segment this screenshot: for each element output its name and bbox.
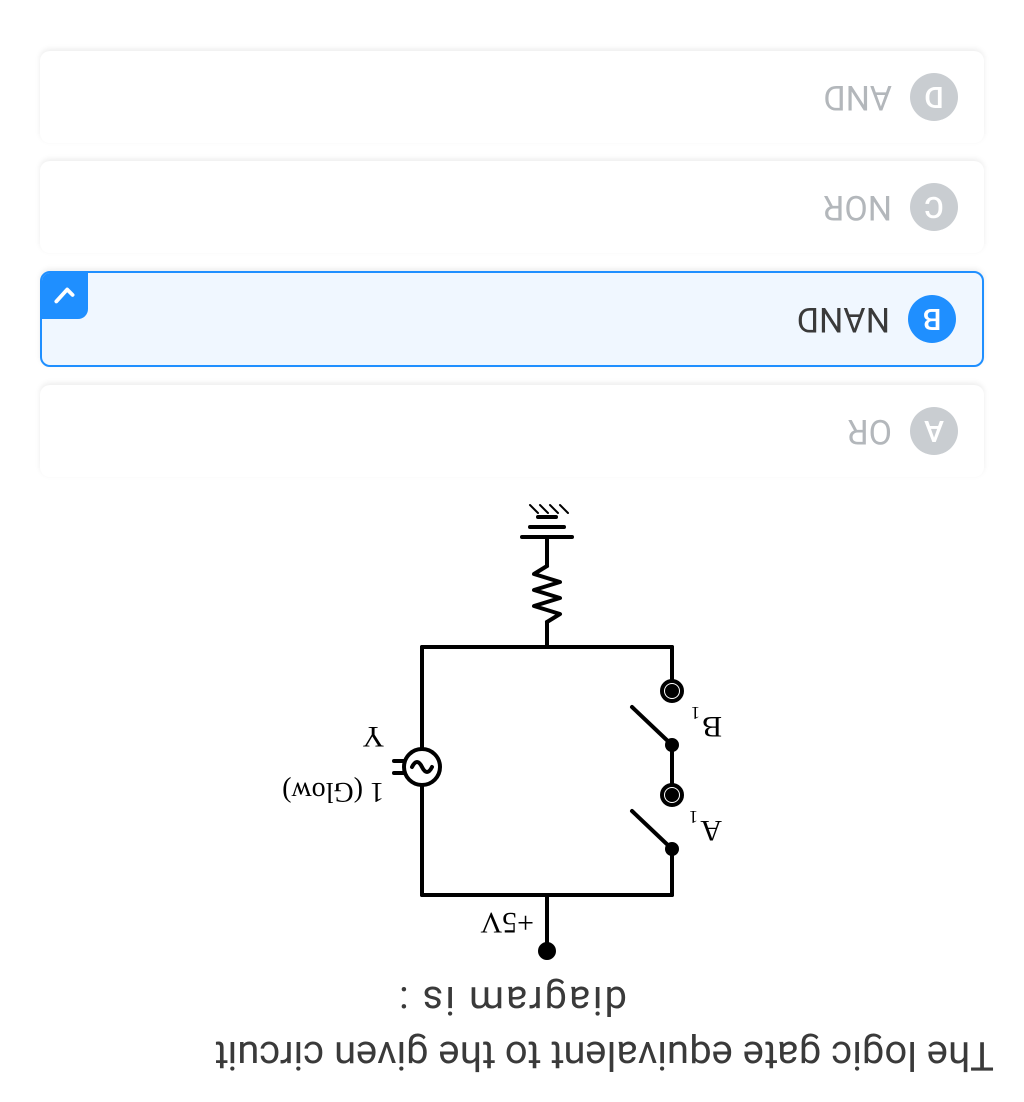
option-letter: C bbox=[910, 183, 958, 231]
svg-text:Y: Y bbox=[362, 720, 384, 753]
question-text-line2: diagram is : bbox=[30, 977, 994, 1024]
svg-text:B: B bbox=[702, 710, 722, 743]
svg-text:1 (Glow): 1 (Glow) bbox=[282, 776, 384, 807]
circuit-svg: +5V A 1 bbox=[252, 497, 772, 967]
option-label: OR bbox=[848, 411, 892, 451]
option-letter: D bbox=[910, 73, 958, 121]
question-text-line1: The logic gate equivalent to the given c… bbox=[30, 1028, 994, 1082]
option-letter: A bbox=[910, 407, 958, 455]
option-label: NOR bbox=[823, 187, 892, 227]
quiz-page: The logic gate equivalent to the given c… bbox=[0, 0, 1024, 1102]
circuit-diagram: +5V A 1 bbox=[30, 497, 994, 967]
selected-check-icon bbox=[42, 273, 88, 319]
svg-text:1: 1 bbox=[689, 807, 698, 827]
option-label: AND bbox=[823, 77, 892, 117]
option-label: NAND bbox=[797, 299, 890, 339]
option-d[interactable]: D AND bbox=[40, 51, 984, 143]
svg-text:A: A bbox=[700, 814, 722, 847]
svg-text:+5V: +5V bbox=[480, 906, 534, 939]
option-b[interactable]: B NAND bbox=[40, 271, 984, 367]
option-c[interactable]: C NOR bbox=[40, 161, 984, 253]
options-list: A OR B NAND C NOR D AND bbox=[30, 51, 994, 477]
option-letter: B bbox=[908, 295, 956, 343]
option-a[interactable]: A OR bbox=[40, 385, 984, 477]
svg-text:1: 1 bbox=[691, 703, 700, 723]
